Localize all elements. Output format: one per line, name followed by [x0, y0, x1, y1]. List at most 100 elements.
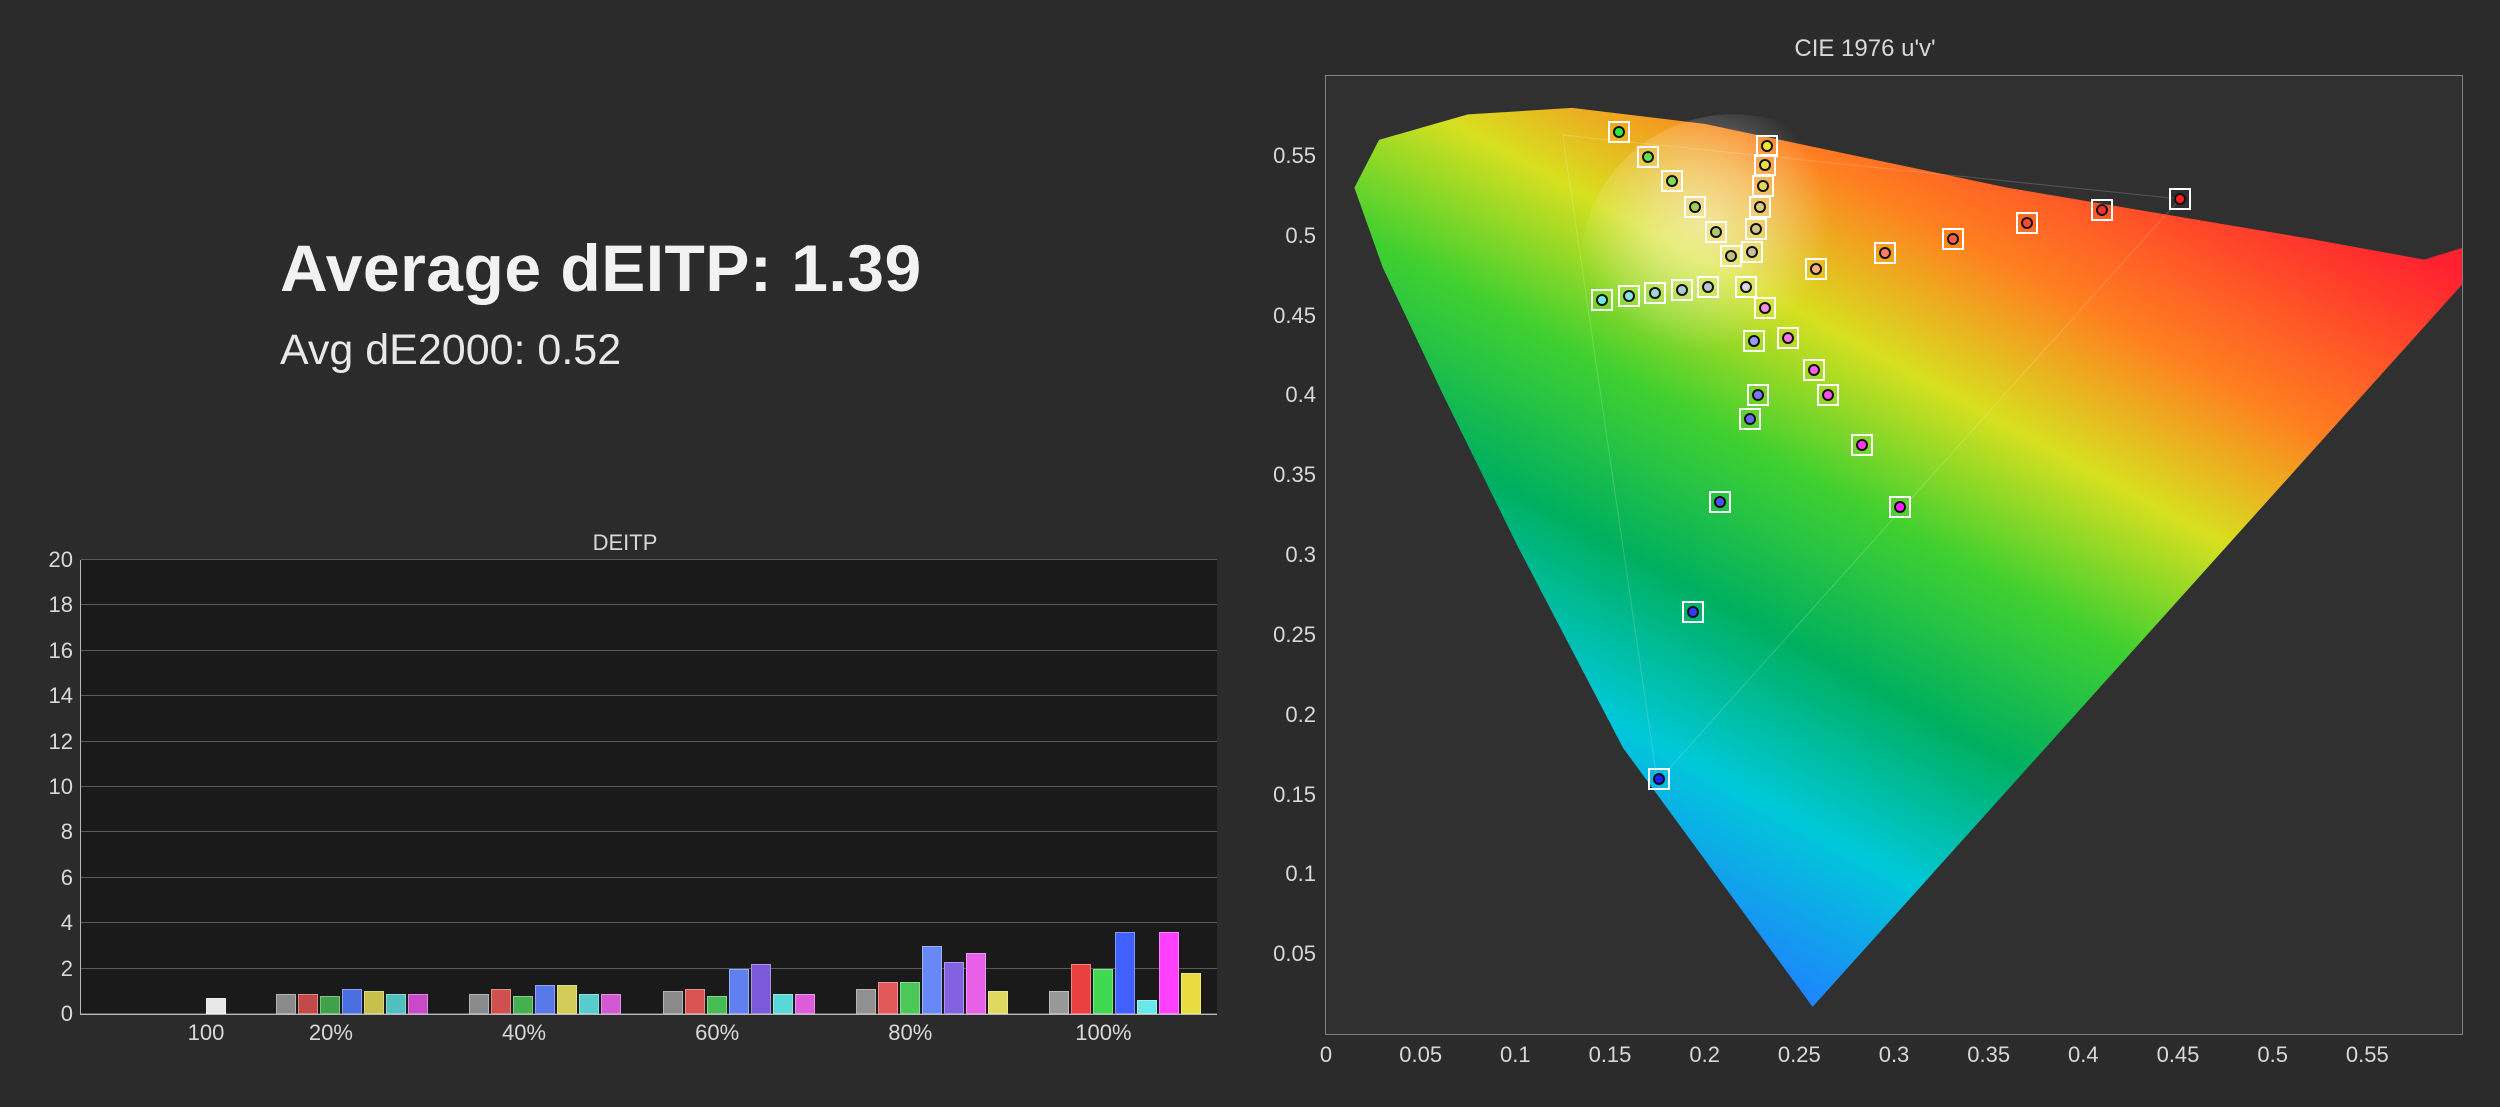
gridline — [81, 922, 1217, 923]
bar — [707, 996, 727, 1014]
bar — [342, 989, 362, 1014]
measured-marker — [1744, 413, 1756, 425]
bar — [1093, 969, 1113, 1014]
x-tick-label: 60% — [695, 1014, 739, 1046]
measured-marker — [1810, 263, 1822, 275]
y-tick-label: 18 — [49, 592, 81, 618]
bar — [1137, 1000, 1157, 1014]
measured-marker — [1761, 140, 1773, 152]
bar — [663, 991, 683, 1014]
y-tick-label: 4 — [61, 910, 81, 936]
measured-marker — [1748, 335, 1760, 347]
cie-x-tick: 0.25 — [1778, 1034, 1821, 1068]
measured-marker — [1702, 281, 1714, 293]
bar — [1071, 964, 1091, 1014]
cie-plot-area: 0.050.10.150.20.250.30.350.40.450.50.550… — [1325, 75, 2463, 1035]
bar — [751, 964, 771, 1014]
cie-x-tick: 0.3 — [1879, 1034, 1910, 1068]
gridline — [81, 650, 1217, 651]
bar — [988, 991, 1008, 1014]
bar — [900, 982, 920, 1014]
bar — [685, 989, 705, 1014]
cie-y-tick: 0.3 — [1285, 542, 1326, 568]
x-tick-label: 100% — [1075, 1014, 1131, 1046]
cie-y-tick: 0.35 — [1273, 462, 1326, 488]
cie-y-tick: 0.55 — [1273, 143, 1326, 169]
x-tick-label: 80% — [888, 1014, 932, 1046]
bar — [966, 953, 986, 1014]
y-tick-label: 2 — [61, 956, 81, 982]
measured-marker — [1750, 223, 1762, 235]
bar — [878, 982, 898, 1014]
cie-1976-chart: CIE 1976 u'v' 0.050.10.150.20.250.30.350… — [1255, 35, 2475, 1095]
deitp-bar-chart: DEITP 0246810121416182010020%40%60%80%10… — [25, 530, 1225, 1070]
avg-de2000: Avg dE2000: 0.52 — [280, 326, 922, 375]
cie-x-tick: 0.45 — [2157, 1034, 2200, 1068]
cie-x-tick: 0.2 — [1689, 1034, 1720, 1068]
measured-marker — [1808, 364, 1820, 376]
bar — [579, 994, 599, 1014]
measured-marker — [1947, 233, 1959, 245]
measured-marker — [1642, 151, 1654, 163]
bar — [206, 998, 226, 1014]
measured-marker — [1613, 126, 1625, 138]
cie-y-tick: 0.05 — [1273, 941, 1326, 967]
calibration-report: Average dEITP: 1.39 Avg dE2000: 0.52 DEI… — [0, 0, 2500, 1107]
measured-marker — [1822, 389, 1834, 401]
gridline — [81, 1013, 1217, 1014]
measured-marker — [1782, 332, 1794, 344]
measured-marker — [1759, 302, 1771, 314]
cie-y-tick: 0.4 — [1285, 382, 1326, 408]
measured-marker — [2174, 193, 2186, 205]
cie-x-tick: 0.35 — [1967, 1034, 2010, 1068]
summary-block: Average dEITP: 1.39 Avg dE2000: 0.52 — [280, 230, 922, 375]
cie-x-tick: 0.55 — [2346, 1034, 2389, 1068]
bar — [320, 996, 340, 1014]
gridline — [81, 559, 1217, 560]
measured-marker — [1666, 175, 1678, 187]
gridline — [81, 968, 1217, 969]
bar-plot-area: 0246810121416182010020%40%60%80%100% — [80, 560, 1217, 1015]
bar — [535, 985, 555, 1015]
bar — [944, 962, 964, 1014]
cie-x-tick: 0 — [1320, 1034, 1332, 1068]
cie-y-tick: 0.45 — [1273, 303, 1326, 329]
bar — [773, 994, 793, 1014]
x-tick-label: 100 — [188, 1014, 225, 1046]
measured-marker — [1757, 180, 1769, 192]
measured-marker — [1653, 773, 1665, 785]
bar — [557, 985, 577, 1015]
y-tick-label: 12 — [49, 729, 81, 755]
measured-marker — [1856, 439, 1868, 451]
y-tick-label: 8 — [61, 819, 81, 845]
measured-marker — [1759, 159, 1771, 171]
measured-marker — [1623, 290, 1635, 302]
y-tick-label: 20 — [49, 547, 81, 573]
cie-chart-title: CIE 1976 u'v' — [1255, 35, 2475, 63]
bar — [1049, 991, 1069, 1014]
measured-marker — [1689, 201, 1701, 213]
cie-x-tick: 0.05 — [1399, 1034, 1442, 1068]
bar-chart-title: DEITP — [25, 530, 1225, 556]
bar — [298, 994, 318, 1014]
measured-marker — [1754, 201, 1766, 213]
cie-x-tick: 0.1 — [1500, 1034, 1531, 1068]
cie-y-tick: 0.15 — [1273, 782, 1326, 808]
gridline — [81, 604, 1217, 605]
bar — [513, 996, 533, 1014]
bar — [601, 994, 621, 1014]
gridline — [81, 695, 1217, 696]
spectral-locus — [1326, 76, 2462, 1034]
cie-y-tick: 0.25 — [1273, 622, 1326, 648]
measured-marker — [1649, 287, 1661, 299]
measured-marker — [2096, 204, 2108, 216]
measured-marker — [1687, 606, 1699, 618]
bar — [1159, 932, 1179, 1014]
cie-y-tick: 0.1 — [1285, 861, 1326, 887]
gridline — [81, 877, 1217, 878]
measured-marker — [1676, 284, 1688, 296]
cie-x-tick: 0.15 — [1589, 1034, 1632, 1068]
bar — [1115, 932, 1135, 1014]
measured-marker — [1740, 281, 1752, 293]
cie-x-tick: 0.5 — [2257, 1034, 2288, 1068]
